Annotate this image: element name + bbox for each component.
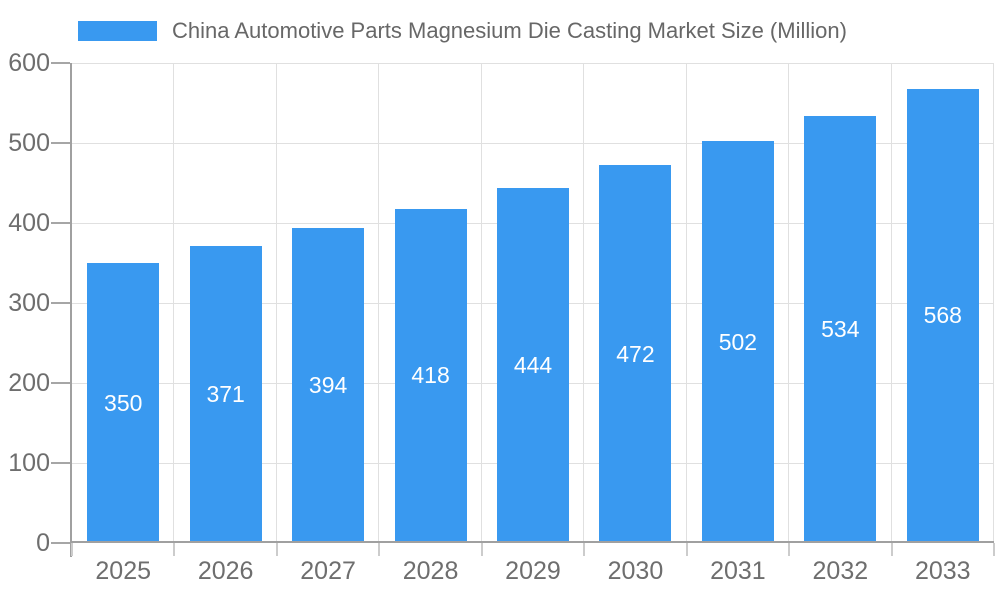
x-axis-tick xyxy=(686,543,688,556)
x-tick-label: 2030 xyxy=(607,557,664,585)
bar-value-label: 350 xyxy=(104,389,143,416)
v-gridline xyxy=(276,63,277,543)
x-tick-label: 2031 xyxy=(710,557,766,585)
y-axis-tick xyxy=(51,542,70,544)
x-tick-label: 2027 xyxy=(300,557,356,585)
x-axis-line xyxy=(70,541,994,543)
x-tick-label: 2028 xyxy=(402,557,459,585)
y-tick-label: 600 xyxy=(8,49,50,77)
x-tick-label: 2033 xyxy=(914,557,971,585)
plot-area: 350 371 394 418 444 472 502 534 568 xyxy=(72,63,994,543)
y-axis-tick xyxy=(51,382,70,384)
bar[interactable]: 568 xyxy=(906,88,979,543)
x-axis-tick xyxy=(993,543,995,556)
x-axis-tick xyxy=(276,543,278,556)
y-tick-label: 500 xyxy=(8,129,50,157)
bar-value-label: 444 xyxy=(513,351,553,378)
bar[interactable]: 350 xyxy=(87,263,160,543)
bar[interactable]: 472 xyxy=(599,165,672,543)
bar[interactable]: 444 xyxy=(497,187,569,543)
bar-value-label: 418 xyxy=(411,362,450,389)
legend-item[interactable]: China Automotive Parts Magnesium Die Cas… xyxy=(78,18,847,44)
y-axis-tick xyxy=(51,462,70,464)
bar[interactable]: 394 xyxy=(292,227,365,543)
x-axis-tick xyxy=(481,543,483,556)
y-axis-tick xyxy=(51,62,70,64)
v-gridline xyxy=(788,63,789,543)
bar-value-label: 502 xyxy=(718,328,758,355)
x-axis-tick xyxy=(788,543,790,556)
y-tick-label: 0 xyxy=(36,529,50,557)
bar-value-label: 472 xyxy=(616,340,655,367)
y-axis-tick xyxy=(51,142,70,144)
x-tick-label: 2032 xyxy=(812,557,869,585)
y-tick-label: 200 xyxy=(8,369,50,397)
x-tick-label: 2025 xyxy=(95,557,152,585)
v-gridline xyxy=(378,63,379,543)
bar-value-label: 568 xyxy=(923,302,962,329)
h-gridline xyxy=(72,63,994,64)
legend-swatch-icon[interactable] xyxy=(78,21,157,41)
v-gridline xyxy=(481,63,482,543)
h-gridline xyxy=(72,143,994,144)
x-tick-label: 2029 xyxy=(505,557,561,585)
x-axis-tick xyxy=(173,543,175,556)
v-gridline xyxy=(583,63,584,543)
legend-label: China Automotive Parts Magnesium Die Cas… xyxy=(172,18,847,43)
v-gridline xyxy=(686,63,687,543)
y-axis-tick xyxy=(51,222,70,224)
x-axis-tick xyxy=(583,543,585,556)
y-tick-label: 300 xyxy=(8,289,50,317)
y-axis-tick xyxy=(51,302,70,304)
bar[interactable]: 371 xyxy=(189,246,262,543)
bar-value-label: 394 xyxy=(308,371,348,398)
bar[interactable]: 502 xyxy=(701,141,774,543)
bar[interactable]: 418 xyxy=(394,208,467,543)
v-gridline xyxy=(891,63,892,543)
x-axis-tick xyxy=(891,543,893,556)
x-tick-label: 2026 xyxy=(197,557,254,585)
bar-value-label: 534 xyxy=(821,315,860,342)
bar[interactable]: 534 xyxy=(804,115,877,543)
x-axis-tick xyxy=(378,543,380,556)
y-axis-line xyxy=(70,63,72,557)
y-tick-label: 100 xyxy=(8,449,50,477)
v-gridline xyxy=(173,63,174,543)
x-axis-tick xyxy=(71,543,73,556)
y-tick-label: 400 xyxy=(8,209,50,237)
bar-value-label: 371 xyxy=(206,381,245,408)
v-gridline xyxy=(993,63,994,543)
